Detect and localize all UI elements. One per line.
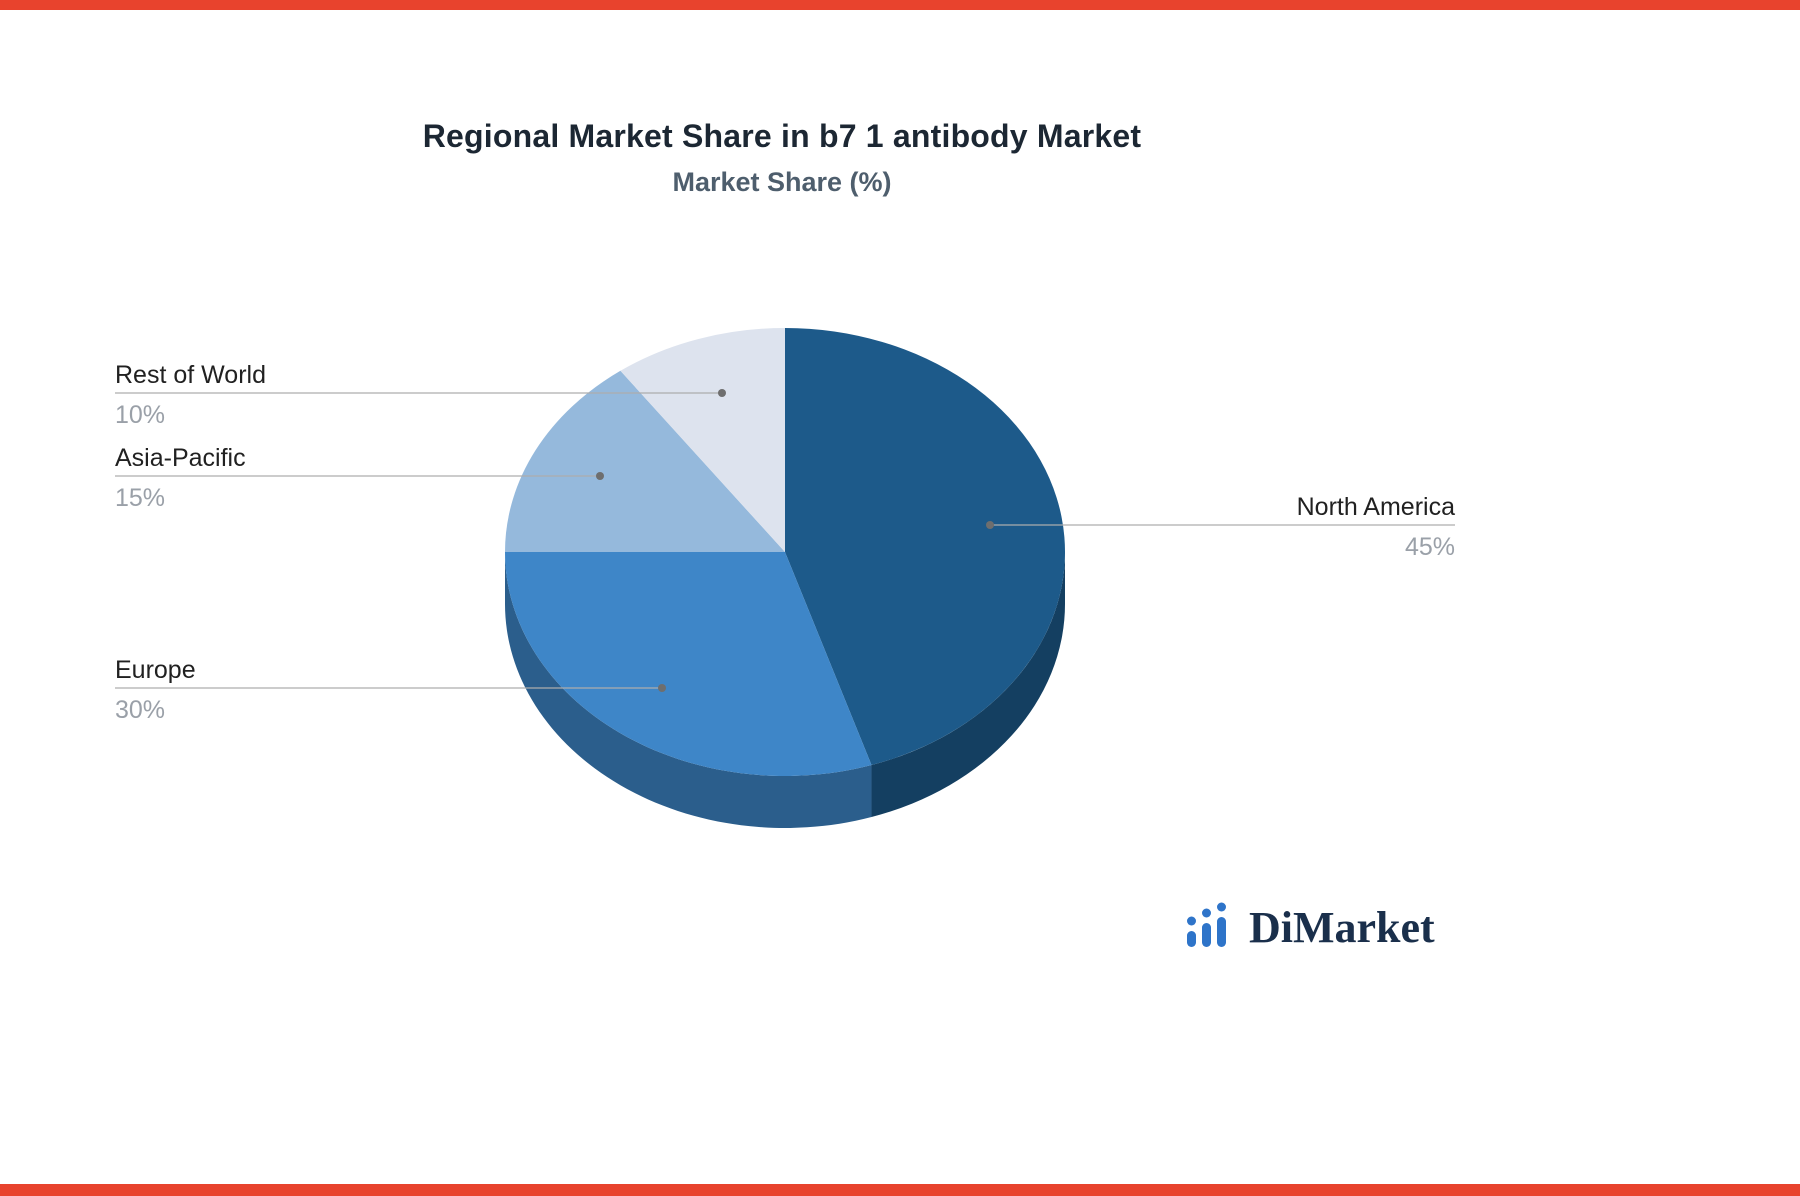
- slice-percent: 45%: [1404, 533, 1455, 561]
- callout-north-america: North America 45%: [1297, 493, 1455, 561]
- brand-logo: DiMarket: [1183, 901, 1435, 953]
- callout-rest-of-world: Rest of World 10%: [115, 361, 266, 429]
- slice-percent: 15%: [115, 484, 166, 512]
- slice-percent: 30%: [115, 696, 166, 724]
- dimarket-logo-icon: [1187, 902, 1226, 947]
- callout-europe: Europe 30%: [115, 656, 196, 724]
- slice-percent: 10%: [115, 401, 166, 429]
- callout-asia-pacific: Asia-Pacific 15%: [115, 444, 246, 512]
- top-accent-bar: [0, 0, 1800, 10]
- slice-label: Europe: [115, 656, 196, 684]
- chart-subtitle: Market Share (%): [672, 167, 892, 197]
- bottom-accent-bar: [0, 1184, 1800, 1196]
- slice-label: Rest of World: [115, 361, 266, 389]
- slice-label: Asia-Pacific: [115, 444, 246, 472]
- brand-logo-text: DiMarket: [1249, 902, 1435, 952]
- chart-title: Regional Market Share in b7 1 antibody M…: [422, 118, 1142, 154]
- slice-label: North America: [1296, 493, 1455, 521]
